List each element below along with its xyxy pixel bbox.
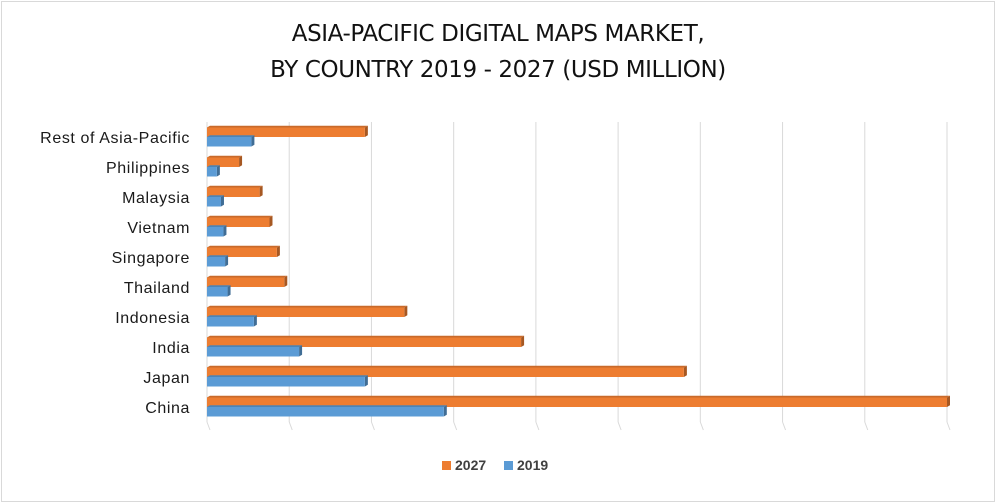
bar-side bbox=[239, 155, 243, 167]
gridline-floor bbox=[370, 421, 375, 431]
bar-2019-vietnam bbox=[207, 227, 224, 237]
bar-top bbox=[207, 405, 447, 407]
bar-top bbox=[207, 165, 220, 167]
category-label-philippines: Philippines bbox=[106, 160, 190, 177]
gridline-floor bbox=[782, 421, 787, 431]
bar-top bbox=[207, 275, 288, 278]
bar-2027-japan bbox=[207, 367, 684, 377]
bar-side bbox=[216, 165, 220, 177]
bar-2019-rest-of-asia-pacific bbox=[207, 137, 252, 147]
legend-swatch-2027 bbox=[442, 461, 451, 470]
bar-top bbox=[207, 285, 231, 287]
legend: 2027 2019 bbox=[442, 457, 548, 473]
category-label-vietnam: Vietnam bbox=[127, 220, 190, 237]
bar-side bbox=[521, 335, 525, 347]
bar-side bbox=[253, 315, 257, 327]
bar-side bbox=[225, 255, 229, 267]
bar-top bbox=[207, 255, 229, 257]
bar-side bbox=[276, 245, 280, 257]
bar-2019-indonesia bbox=[207, 317, 254, 327]
bar-side bbox=[220, 195, 224, 207]
bar-2027-malaysia bbox=[207, 187, 260, 197]
bar-2019-singapore bbox=[207, 257, 226, 267]
legend-swatch-2019 bbox=[504, 461, 513, 470]
bar-2019-india bbox=[207, 347, 300, 357]
bar-side bbox=[259, 185, 263, 197]
chart-title: ASIA-PACIFIC DIGITAL MAPS MARKET, BY COU… bbox=[0, 16, 996, 88]
bar-top bbox=[207, 315, 257, 317]
gridline-floor bbox=[617, 421, 622, 431]
gridline-floor bbox=[206, 421, 211, 431]
gridline-floor bbox=[699, 421, 704, 431]
category-label-japan: Japan bbox=[143, 370, 190, 387]
bar-top bbox=[207, 155, 243, 158]
category-label-rest-of-asia-pacific: Rest of Asia-Pacific bbox=[40, 130, 190, 147]
gridline-floor bbox=[288, 421, 293, 431]
gridline-floor bbox=[453, 421, 458, 431]
bar-top bbox=[207, 365, 687, 368]
bar-top bbox=[207, 195, 224, 197]
bar-2027-vietnam bbox=[207, 217, 270, 227]
gridline-floor bbox=[535, 421, 540, 431]
bar-top bbox=[207, 245, 280, 248]
bar-top bbox=[207, 215, 273, 218]
bar-2019-thailand bbox=[207, 287, 228, 297]
bar-2027-indonesia bbox=[207, 307, 405, 317]
category-label-indonesia: Indonesia bbox=[115, 310, 190, 327]
bars bbox=[207, 125, 950, 417]
bar-side bbox=[683, 365, 687, 377]
bar-side bbox=[364, 375, 368, 387]
bar-side bbox=[223, 225, 227, 237]
bar-top bbox=[207, 345, 303, 347]
legend-label-2027: 2027 bbox=[455, 457, 486, 473]
category-label-thailand: Thailand bbox=[124, 280, 190, 297]
bar-side bbox=[404, 305, 408, 317]
bar-top bbox=[207, 375, 368, 377]
bar-2027-india bbox=[207, 337, 522, 347]
bar-2019-philippines bbox=[207, 167, 217, 177]
bar-side bbox=[443, 405, 447, 417]
bar-side bbox=[269, 215, 273, 227]
chart-title-line1: ASIA-PACIFIC DIGITAL MAPS MARKET, bbox=[291, 21, 705, 47]
bar-side bbox=[947, 395, 950, 407]
bar-top bbox=[207, 305, 408, 308]
gridline-floor bbox=[946, 421, 951, 431]
bar-top bbox=[207, 135, 255, 137]
bar-top bbox=[207, 225, 227, 227]
category-labels: China Japan India Indonesia Thailand Singapor… bbox=[40, 130, 190, 417]
bar-2027-thailand bbox=[207, 277, 285, 287]
bar-2019-china bbox=[207, 407, 444, 417]
category-label-india: India bbox=[152, 340, 190, 357]
chart-title-line2: BY COUNTRY 2019 - 2027 (USD MILLION) bbox=[270, 57, 726, 83]
bar-2019-japan bbox=[207, 377, 365, 387]
bar-side bbox=[227, 285, 231, 297]
bar-side bbox=[299, 345, 303, 357]
bar-top bbox=[207, 395, 950, 398]
bar-side bbox=[284, 275, 288, 287]
category-label-china: China bbox=[145, 400, 190, 417]
category-label-singapore: Singapore bbox=[112, 250, 190, 267]
bar-2027-singapore bbox=[207, 247, 277, 257]
legend-label-2019: 2019 bbox=[517, 457, 548, 473]
bar-top bbox=[207, 185, 263, 188]
bar-2027-rest-of-asia-pacific bbox=[207, 127, 365, 137]
category-label-malaysia: Malaysia bbox=[122, 190, 190, 207]
bar-side bbox=[364, 125, 368, 137]
bar-2019-malaysia bbox=[207, 197, 221, 207]
bar-side bbox=[251, 135, 255, 147]
bar-top bbox=[207, 125, 368, 128]
gridline-floor bbox=[864, 421, 869, 431]
bar-2027-philippines bbox=[207, 157, 240, 167]
bar-top bbox=[207, 335, 525, 338]
bar-2027-china bbox=[207, 397, 947, 407]
